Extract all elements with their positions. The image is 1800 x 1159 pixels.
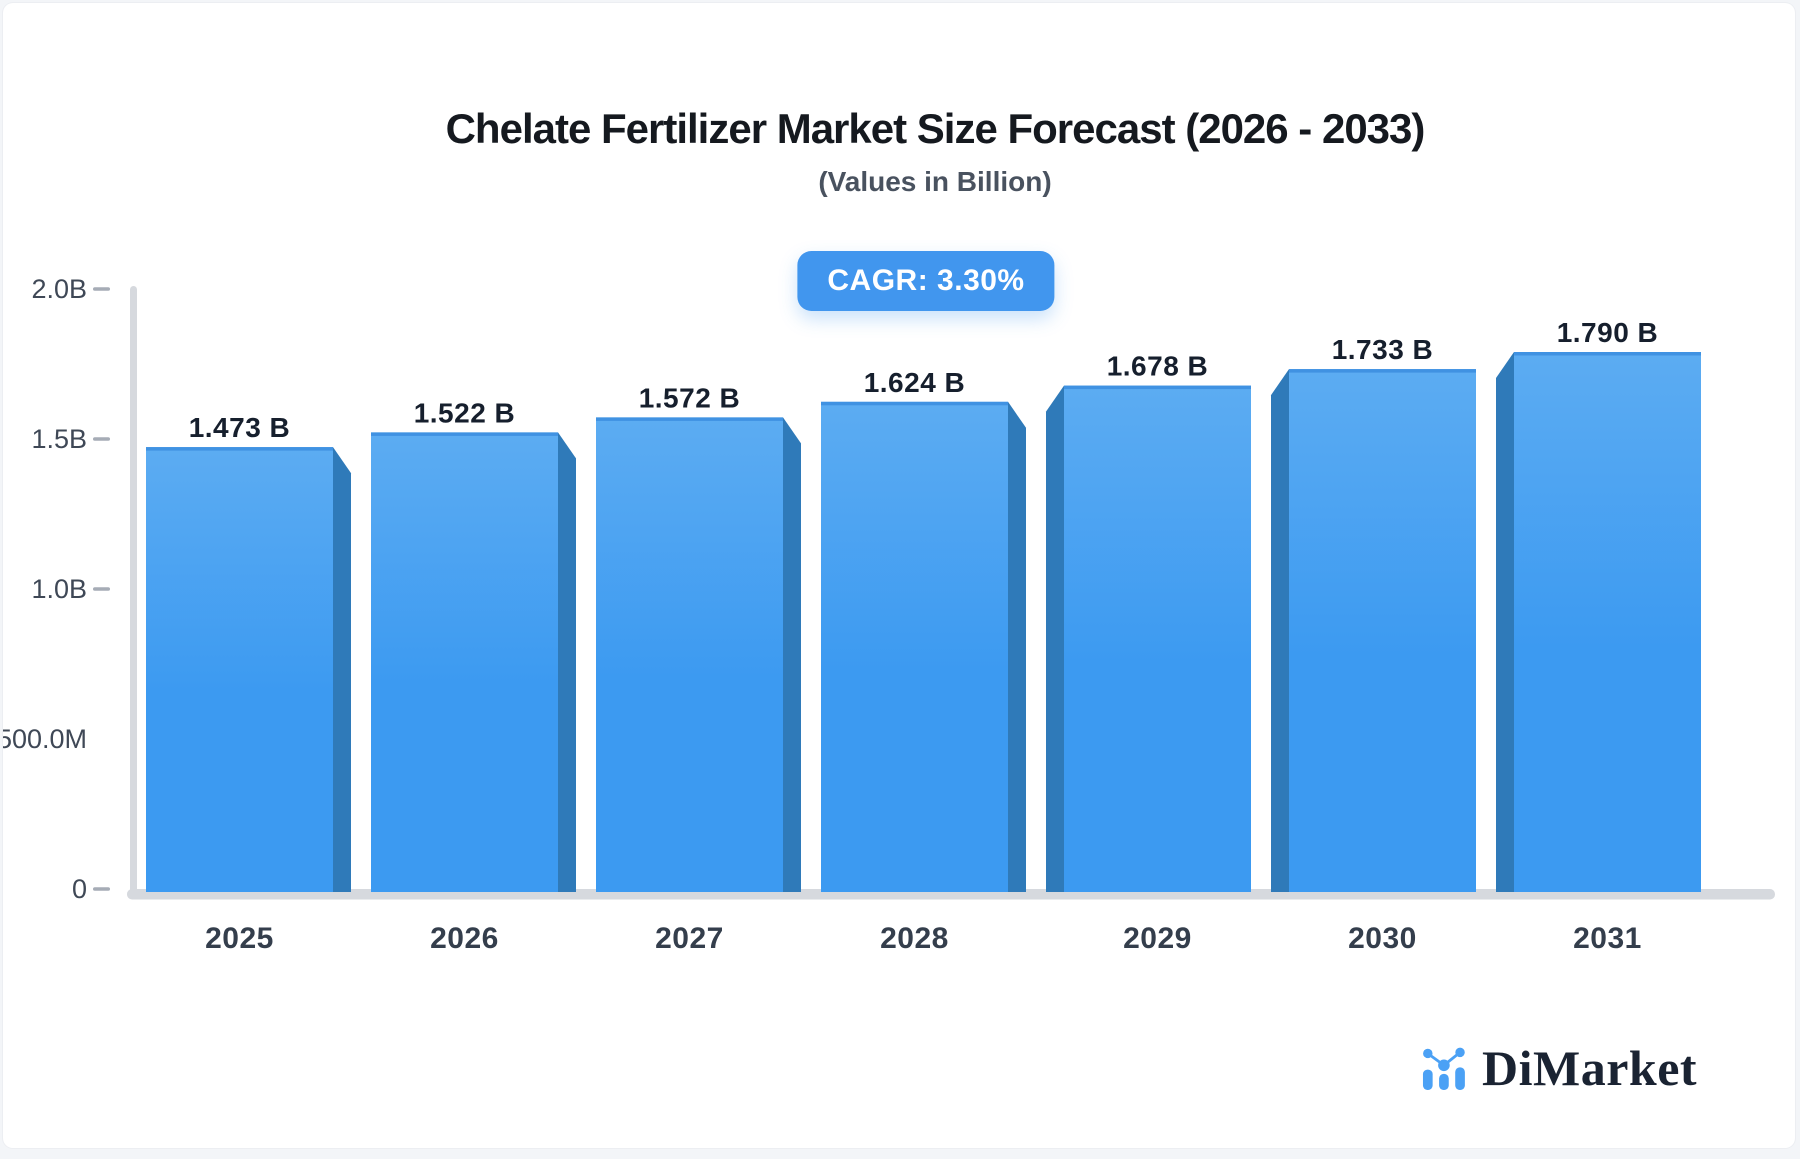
bar-side-face [1496,352,1514,892]
bar-group: 1.522 B 2026 [371,397,576,955]
bar-group: 1.624 B 2028 [821,367,1026,955]
bar-face[interactable] [596,417,783,892]
bar-group: 1.572 B 2027 [596,382,801,955]
y-axis-tick-label: 1.0B [31,574,87,604]
y-axis-tick-dash [93,587,110,591]
bar-group: 1.473 B 2025 [146,412,351,955]
y-axis-tick-dash [93,437,110,441]
chart-subtitle: (Values in Billion) [818,166,1052,198]
y-axis-line [130,286,137,896]
bar-value-label: 1.624 B [864,367,966,398]
x-axis-label: 2028 [880,922,949,955]
y-axis-tick-label: 1.5B [31,424,87,454]
bar-value-label: 1.733 B [1332,334,1434,365]
bar-face[interactable] [146,447,333,892]
bar-top-edge [596,417,783,421]
bar-face[interactable] [1289,369,1476,893]
bar-side-face [1271,369,1289,893]
x-axis-label: 2030 [1348,922,1417,955]
logo-bars [1422,1066,1465,1090]
bar-value-label: 1.572 B [639,382,741,413]
x-axis-label: 2025 [205,922,274,955]
bar-chart-logo-icon [1422,1047,1465,1090]
bar-value-label: 1.522 B [414,397,516,428]
bar-value-label: 1.473 B [189,412,291,443]
bar-top-edge [1289,369,1476,373]
x-axis-label: 2027 [655,922,724,955]
bar-face[interactable] [1064,385,1251,892]
bar-group: 1.733 B 2030 [1271,334,1476,955]
bar-value-label: 1.790 B [1557,317,1659,348]
bar-side-face [1008,401,1026,892]
bar-top-edge [821,401,1008,406]
bar-face[interactable] [371,432,558,892]
y-axis-tick-label: 2.0B [31,274,87,304]
brand-name: DiMarket [1482,1040,1698,1096]
bar-group: 1.678 B 2029 [1046,351,1251,955]
bar-side-face [1046,385,1064,892]
bar-value-label: 1.678 B [1107,351,1209,382]
bar-top-edge [1514,352,1701,356]
chart-title: Chelate Fertilizer Market Size Forecast … [445,105,1426,152]
chart-card: Chelate Fertilizer Market Size Forecast … [3,3,1795,1148]
market-chart: 2.0B 1.5B 1.0B 500.0M 0 1.473 B 2025 1.522 B 202… [3,274,1775,955]
bar-side-face [558,432,576,892]
brand-logo: DiMarket [1421,1043,1697,1093]
logo-line-chart [1423,1047,1465,1071]
y-axis-tick-label: 0 [72,874,87,904]
bar-top-edge [371,432,558,436]
bar-top-edge [1064,385,1251,390]
x-axis-label: 2031 [1573,922,1642,955]
bar-side-face [333,447,351,892]
bar-top-edge [146,447,333,451]
chart-header: Chelate Fertilizer Market Size Forecast … [35,3,1800,198]
y-axis-tick-dash [93,887,110,891]
y-axis-tick-dash [93,287,110,291]
bar-face[interactable] [1514,352,1701,892]
bar-group: 1.790 B 2031 [1496,317,1701,955]
x-axis-label: 2026 [430,922,499,955]
bar-face[interactable] [821,401,1008,892]
y-axis-tick-label: 500.0M [3,724,87,754]
bar-side-face [783,417,801,892]
cagr-badge: CAGR: 3.30% [797,251,1055,311]
x-axis-label: 2029 [1123,922,1192,955]
